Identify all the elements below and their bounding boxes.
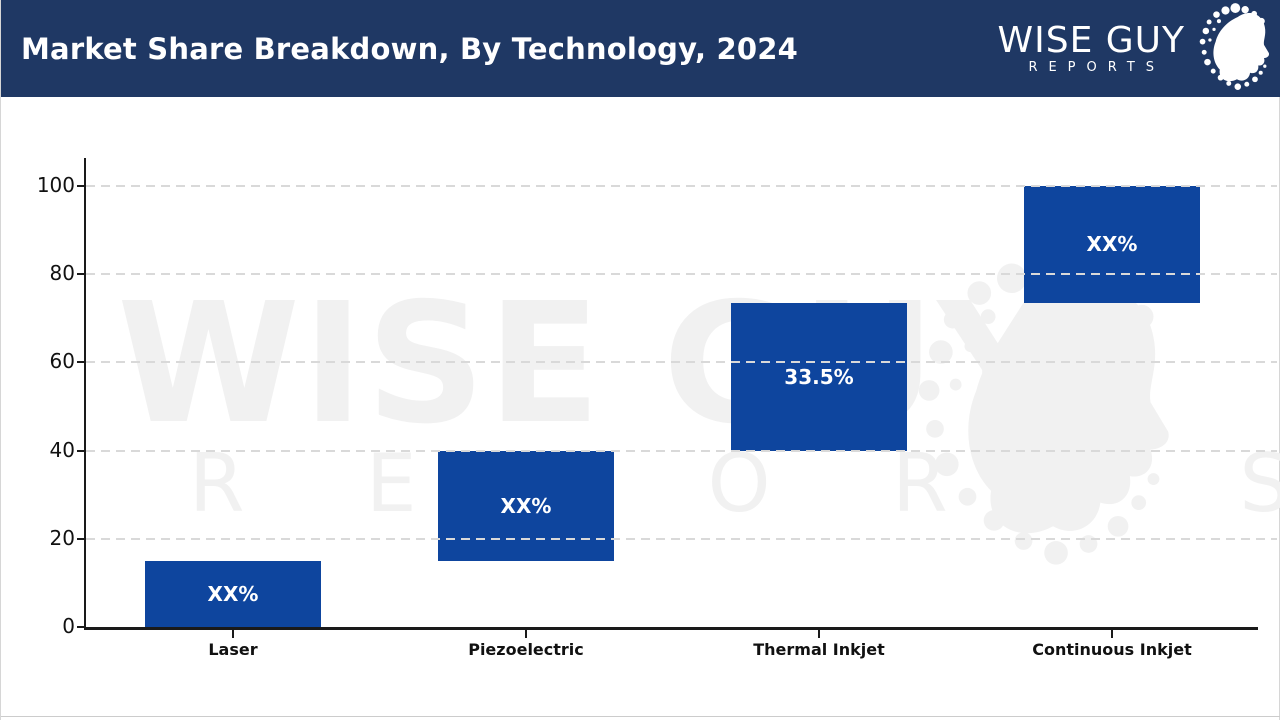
x-axis-tick — [232, 629, 234, 638]
x-axis-tick — [525, 629, 527, 638]
logo-wordmark: WISE GUY — [997, 19, 1185, 61]
bar-segment — [438, 450, 614, 561]
header-bar: Market Share Breakdown, By Technology, 2… — [1, 0, 1280, 97]
watermark-subtitle: R E P O R T S — [189, 437, 1280, 530]
page-title: Market Share Breakdown, By Technology, 2… — [21, 31, 799, 66]
y-tick-label: 20 — [49, 525, 75, 550]
y-tick-label: 0 — [62, 614, 75, 638]
watermark-wordmark: WISE GUY — [117, 268, 1060, 461]
y-axis-tick — [77, 537, 86, 540]
x-tick-label: Laser — [208, 640, 258, 659]
y-axis-tick — [77, 361, 86, 364]
bar-value-label: XX% — [207, 581, 259, 606]
x-axis-tick — [818, 629, 820, 638]
bar-value-label: XX% — [1086, 232, 1138, 257]
y-tick-label: 100 — [36, 173, 75, 197]
x-axis-tick — [1111, 629, 1113, 638]
x-tick-label: Continuous Inkjet — [1032, 640, 1192, 659]
logo-subtitle: REPORTS — [1028, 60, 1166, 76]
gridline — [86, 361, 1277, 364]
logo-face-icon — [1199, 2, 1270, 90]
y-tick-label: 60 — [49, 349, 75, 374]
gridline — [86, 537, 1277, 540]
y-tick-label: 80 — [49, 261, 75, 286]
x-axis-spine — [84, 627, 1258, 630]
wise-guy-logo: WISE GUY REPORTS — [998, 2, 1274, 95]
bottom-edge-divider — [1, 716, 1280, 717]
x-tick-label: Thermal Inkjet — [753, 640, 885, 659]
gridline — [86, 449, 1277, 452]
y-axis-tick — [77, 273, 86, 276]
bar-segment — [731, 302, 907, 451]
gridline — [86, 185, 1277, 187]
y-tick-label: 40 — [49, 437, 75, 462]
y-axis-tick — [77, 626, 86, 628]
bar-value-label: XX% — [500, 493, 552, 518]
bar-segment — [145, 560, 321, 627]
y-axis-spine — [84, 158, 86, 629]
logo-text: WISE GUY REPORTS — [997, 19, 1186, 76]
gridline — [86, 273, 1277, 276]
y-axis-tick — [77, 185, 86, 187]
y-axis-tick — [77, 449, 86, 452]
bar-value-label: 33.5% — [784, 364, 854, 389]
x-tick-label: Piezoelectric — [468, 640, 584, 659]
